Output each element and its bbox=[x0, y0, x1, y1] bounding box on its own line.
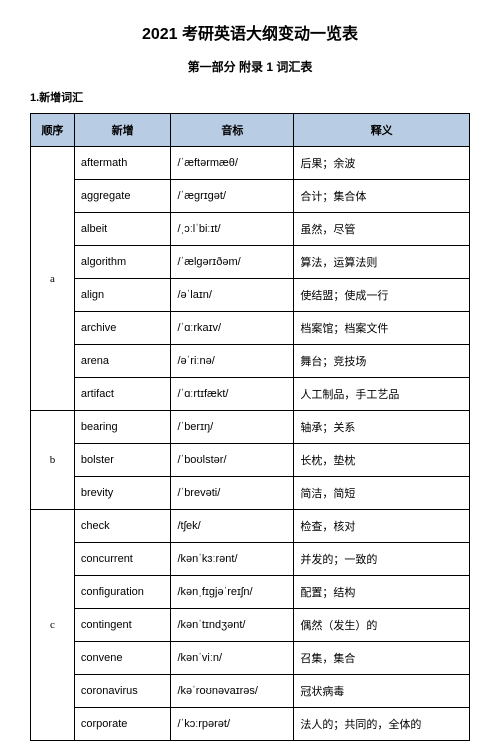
cell-word: convene bbox=[74, 642, 171, 675]
cell-phonetic: /ˈælgərɪðəm/ bbox=[171, 246, 294, 279]
cell-word: configuration bbox=[74, 576, 171, 609]
table-row: artifact/ˈɑːrtɪfækt/人工制品，手工艺品 bbox=[31, 378, 470, 411]
cell-phonetic: /tʃek/ bbox=[171, 510, 294, 543]
cell-word: bolster bbox=[74, 444, 171, 477]
group-letter: c bbox=[31, 510, 75, 741]
header-meaning: 释义 bbox=[294, 114, 470, 147]
cell-phonetic: /kənˈtɪndʒənt/ bbox=[171, 609, 294, 642]
cell-meaning: 算法，运算法则 bbox=[294, 246, 470, 279]
cell-word: aftermath bbox=[74, 147, 171, 180]
table-row: align/əˈlaɪn/使结盟；使成一行 bbox=[31, 279, 470, 312]
page-subtitle: 第一部分 附录 1 词汇表 bbox=[30, 58, 470, 75]
cell-phonetic: /ˈægrɪgət/ bbox=[171, 180, 294, 213]
table-row: corporate/ˈkɔːrpərət/法人的；共同的，全体的 bbox=[31, 708, 470, 741]
cell-phonetic: /ˈæftərmæθ/ bbox=[171, 147, 294, 180]
cell-word: arena bbox=[74, 345, 171, 378]
cell-word: brevity bbox=[74, 477, 171, 510]
table-row: contingent/kənˈtɪndʒənt/偶然（发生）的 bbox=[31, 609, 470, 642]
cell-meaning: 虽然，尽管 bbox=[294, 213, 470, 246]
cell-word: artifact bbox=[74, 378, 171, 411]
cell-meaning: 检查，核对 bbox=[294, 510, 470, 543]
table-row: aggregate/ˈægrɪgət/合计；集合体 bbox=[31, 180, 470, 213]
header-added: 新增 bbox=[74, 114, 171, 147]
group-letter: b bbox=[31, 411, 75, 510]
cell-meaning: 档案馆；档案文件 bbox=[294, 312, 470, 345]
header-order: 顺序 bbox=[31, 114, 75, 147]
table-row: bbearing/ˈberɪŋ/轴承；关系 bbox=[31, 411, 470, 444]
cell-meaning: 并发的；一致的 bbox=[294, 543, 470, 576]
cell-phonetic: /əˈriːnə/ bbox=[171, 345, 294, 378]
cell-word: concurrent bbox=[74, 543, 171, 576]
cell-meaning: 合计；集合体 bbox=[294, 180, 470, 213]
table-row: configuration/kənˌfɪgjəˈreɪʃn/配置；结构 bbox=[31, 576, 470, 609]
cell-word: coronavirus bbox=[74, 675, 171, 708]
cell-meaning: 轴承；关系 bbox=[294, 411, 470, 444]
table-row: bolster/ˈboʊlstər/长枕，垫枕 bbox=[31, 444, 470, 477]
table-row: archive/ˈɑːrkaɪv/档案馆；档案文件 bbox=[31, 312, 470, 345]
cell-meaning: 使结盟；使成一行 bbox=[294, 279, 470, 312]
table-row: albeit/ˌɔːlˈbiːɪt/虽然，尽管 bbox=[31, 213, 470, 246]
table-row: brevity/ˈbrevəti/简洁，简短 bbox=[31, 477, 470, 510]
cell-meaning: 召集，集合 bbox=[294, 642, 470, 675]
cell-meaning: 人工制品，手工艺品 bbox=[294, 378, 470, 411]
cell-phonetic: /ˈɑːrtɪfækt/ bbox=[171, 378, 294, 411]
cell-phonetic: /ˈbrevəti/ bbox=[171, 477, 294, 510]
cell-phonetic: /ˈkɔːrpərət/ bbox=[171, 708, 294, 741]
cell-word: corporate bbox=[74, 708, 171, 741]
cell-word: albeit bbox=[74, 213, 171, 246]
cell-meaning: 偶然（发生）的 bbox=[294, 609, 470, 642]
group-letter: a bbox=[31, 147, 75, 411]
vocab-table: 顺序 新增 音标 释义 aaftermath/ˈæftərmæθ/后果；余波ag… bbox=[30, 113, 470, 741]
cell-phonetic: /ˈboʊlstər/ bbox=[171, 444, 294, 477]
cell-word: bearing bbox=[74, 411, 171, 444]
table-row: aaftermath/ˈæftərmæθ/后果；余波 bbox=[31, 147, 470, 180]
table-header-row: 顺序 新增 音标 释义 bbox=[31, 114, 470, 147]
table-row: ccheck/tʃek/检查，核对 bbox=[31, 510, 470, 543]
cell-meaning: 法人的；共同的，全体的 bbox=[294, 708, 470, 741]
cell-phonetic: /kənˈviːn/ bbox=[171, 642, 294, 675]
table-row: convene/kənˈviːn/召集，集合 bbox=[31, 642, 470, 675]
table-row: arena/əˈriːnə/舞台；竞技场 bbox=[31, 345, 470, 378]
cell-word: contingent bbox=[74, 609, 171, 642]
table-row: concurrent/kənˈkɜːrənt/并发的；一致的 bbox=[31, 543, 470, 576]
cell-word: archive bbox=[74, 312, 171, 345]
cell-phonetic: /kənˈkɜːrənt/ bbox=[171, 543, 294, 576]
cell-meaning: 简洁，简短 bbox=[294, 477, 470, 510]
section-label: 1.新增词汇 bbox=[30, 89, 470, 105]
cell-phonetic: /ˈberɪŋ/ bbox=[171, 411, 294, 444]
cell-phonetic: /kəˈroʊnəvaɪrəs/ bbox=[171, 675, 294, 708]
cell-meaning: 长枕，垫枕 bbox=[294, 444, 470, 477]
cell-meaning: 舞台；竞技场 bbox=[294, 345, 470, 378]
cell-phonetic: /ˌɔːlˈbiːɪt/ bbox=[171, 213, 294, 246]
header-phonetic: 音标 bbox=[171, 114, 294, 147]
cell-phonetic: /ˈɑːrkaɪv/ bbox=[171, 312, 294, 345]
cell-word: aggregate bbox=[74, 180, 171, 213]
table-row: algorithm/ˈælgərɪðəm/算法，运算法则 bbox=[31, 246, 470, 279]
cell-meaning: 冠状病毒 bbox=[294, 675, 470, 708]
cell-meaning: 后果；余波 bbox=[294, 147, 470, 180]
cell-word: align bbox=[74, 279, 171, 312]
table-row: coronavirus/kəˈroʊnəvaɪrəs/冠状病毒 bbox=[31, 675, 470, 708]
page-title: 2021 考研英语大纲变动一览表 bbox=[30, 20, 470, 44]
cell-phonetic: /kənˌfɪgjəˈreɪʃn/ bbox=[171, 576, 294, 609]
cell-word: algorithm bbox=[74, 246, 171, 279]
cell-word: check bbox=[74, 510, 171, 543]
cell-meaning: 配置；结构 bbox=[294, 576, 470, 609]
cell-phonetic: /əˈlaɪn/ bbox=[171, 279, 294, 312]
